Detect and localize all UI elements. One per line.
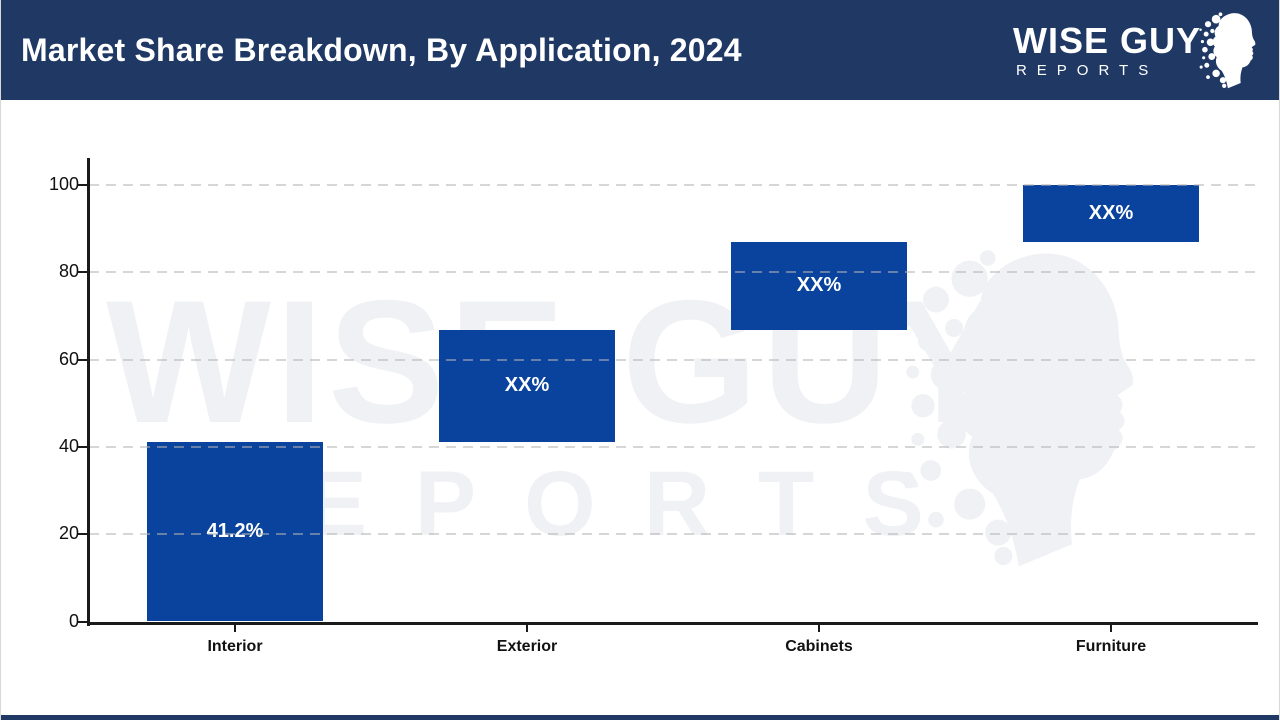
logo-wordmark-line1: WISE GUY: [1012, 19, 1201, 61]
y-tick-mark-100: [78, 184, 88, 186]
y-tick-mark-20: [78, 533, 88, 536]
header-bar: Market Share Breakdown, By Application, …: [1, 0, 1279, 100]
y-tick-mark-0: [78, 620, 88, 623]
category-label-cabinets: Cabinets: [785, 638, 853, 655]
y-axis-spine: [87, 158, 90, 626]
y-tick-label-60: 60: [58, 348, 79, 369]
y-tick-mark-60: [78, 358, 88, 361]
y-tick-label-80: 80: [58, 261, 79, 282]
y-tick-mark-80: [78, 271, 88, 274]
bar-value-label-cabinets: XX%: [796, 274, 842, 297]
category-label-exterior: Exterior: [496, 638, 558, 655]
x-tick-mark-cabinets: [818, 624, 820, 632]
x-tick-mark-exterior: [526, 624, 528, 632]
y-tick-label-40: 40: [58, 435, 79, 456]
logo-wordmark-line2: REPORTS: [1015, 61, 1159, 79]
x-tick-mark-furniture: [1110, 624, 1112, 632]
category-label-furniture: Furniture: [1075, 638, 1147, 655]
gridline-80: [89, 271, 1257, 274]
gridline-100: [89, 184, 1257, 186]
footer-bar: [1, 715, 1279, 720]
logo-wordmark: WISE GUY REPORTS: [1012, 19, 1201, 79]
watermark-head-icon: [899, 250, 1134, 567]
gridline-60: [89, 358, 1257, 361]
bar-furniture: XX%: [1023, 185, 1199, 242]
bar-value-label-furniture: XX%: [1088, 201, 1134, 224]
category-label-interior: Interior: [207, 638, 263, 655]
page-title: Market Share Breakdown, By Application, …: [21, 31, 742, 68]
bar-value-label-interior: 41.2%: [206, 520, 264, 543]
bar-value-label-exterior: XX%: [504, 374, 550, 397]
y-tick-mark-40: [78, 445, 88, 448]
brand-logo: WISE GUY REPORTS: [1013, 8, 1263, 92]
bar-interior: 41.2%: [147, 441, 323, 622]
y-tick-label-20: 20: [58, 523, 79, 544]
y-tick-label-0: 0: [68, 610, 79, 631]
gridline-20: [89, 533, 1257, 536]
x-tick-mark-interior: [234, 624, 236, 632]
gridline-40: [89, 445, 1257, 448]
bar-cabinets: XX%: [731, 241, 907, 330]
head-profile-icon: [1199, 12, 1256, 89]
x-axis-spine: [87, 621, 1258, 625]
bar-exterior: XX%: [439, 329, 615, 442]
y-tick-label-100: 100: [48, 174, 79, 194]
